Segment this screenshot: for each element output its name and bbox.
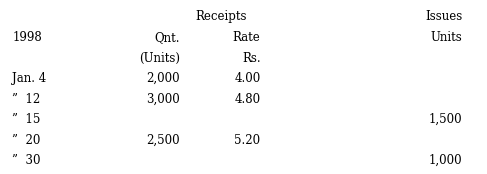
Text: 2,500: 2,500 — [147, 134, 180, 147]
Text: 2,000: 2,000 — [147, 72, 180, 85]
Text: (Units): (Units) — [139, 52, 180, 65]
Text: ”  15: ” 15 — [12, 113, 40, 126]
Text: 1998: 1998 — [12, 31, 42, 44]
Text: Jan. 4: Jan. 4 — [12, 72, 46, 85]
Text: 1,000: 1,000 — [429, 154, 463, 167]
Text: Receipts: Receipts — [195, 10, 246, 23]
Text: Qnt.: Qnt. — [155, 31, 180, 44]
Text: ”  12: ” 12 — [12, 93, 40, 106]
Text: Rate: Rate — [233, 31, 261, 44]
Text: Rs.: Rs. — [242, 52, 261, 65]
Text: ”  30: ” 30 — [12, 154, 41, 167]
Text: 4.00: 4.00 — [234, 72, 261, 85]
Text: Issues: Issues — [426, 10, 463, 23]
Text: Units: Units — [431, 31, 463, 44]
Text: 4.80: 4.80 — [234, 93, 261, 106]
Text: 1,500: 1,500 — [429, 113, 463, 126]
Text: ”  20: ” 20 — [12, 134, 40, 147]
Text: 5.20: 5.20 — [234, 134, 261, 147]
Text: 3,000: 3,000 — [147, 93, 180, 106]
